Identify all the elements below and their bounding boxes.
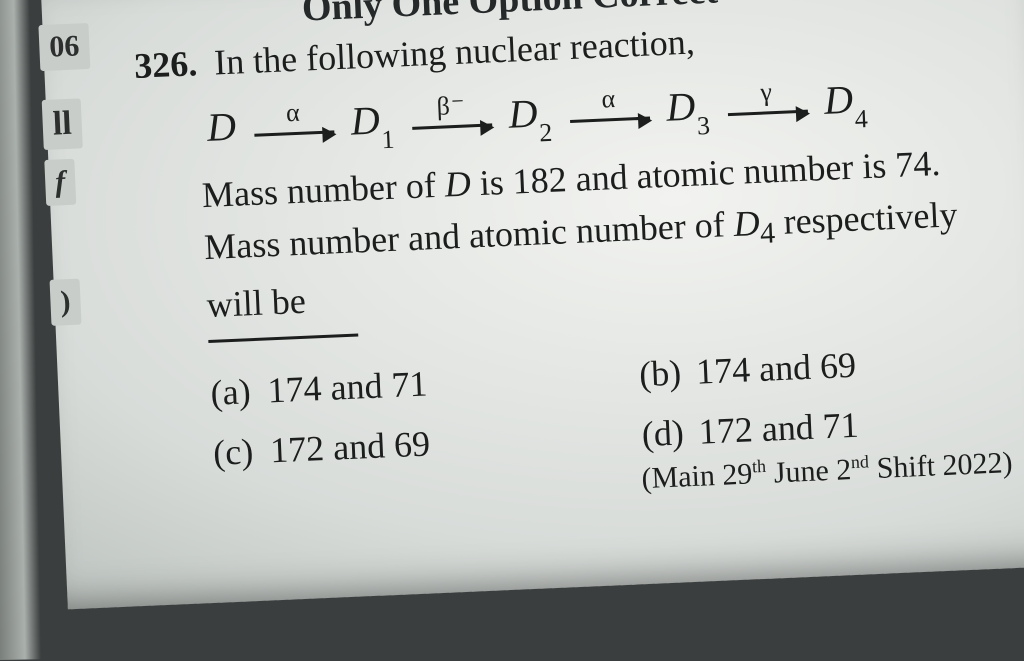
margin-tab-f: f bbox=[44, 159, 76, 206]
arrow-2: β⁻ bbox=[412, 117, 492, 123]
question-body: Mass number of D is 182 and atomic numbe… bbox=[201, 133, 1024, 332]
option-a: (a) 174 and 71 bbox=[210, 355, 600, 414]
question-text-1: In the following nuclear reaction, bbox=[213, 22, 695, 83]
arrow-1: α bbox=[254, 124, 334, 130]
option-d-label: (d) bbox=[641, 411, 691, 455]
option-d-text: 172 and 71 bbox=[698, 404, 860, 451]
term-D1: D1 bbox=[350, 96, 396, 143]
margin-tab-ll: ll bbox=[42, 98, 83, 150]
term-D2: D2 bbox=[508, 89, 554, 136]
question-block: 326. In the following nuclear reaction, … bbox=[133, 4, 1024, 518]
textbook-page: 8) 06 ll f ) …n, Nuclear Fission and Fus… bbox=[40, 0, 1024, 609]
term-D: D bbox=[206, 103, 238, 149]
option-b-text: 174 and 69 bbox=[695, 344, 857, 391]
question-number: 326. bbox=[133, 43, 198, 86]
arrow-4: γ bbox=[727, 104, 807, 110]
option-a-label: (a) bbox=[210, 370, 260, 414]
arrow-3: α bbox=[569, 110, 649, 116]
arrow-2-label: β⁻ bbox=[410, 89, 491, 122]
option-b-label: (b) bbox=[638, 351, 688, 395]
arrow-4-label: γ bbox=[726, 76, 807, 109]
arrow-3-label: α bbox=[568, 82, 649, 115]
option-c-label: (c) bbox=[212, 429, 262, 473]
margin-tab-06: 06 bbox=[38, 23, 90, 71]
option-a-text: 174 and 71 bbox=[267, 363, 429, 410]
page-fold-shadow bbox=[0, 0, 41, 661]
margin-tab-paren: ) bbox=[50, 279, 82, 326]
arrow-1-label: α bbox=[253, 96, 334, 129]
option-c-text: 172 and 69 bbox=[269, 423, 431, 470]
option-b: (b) 174 and 69 bbox=[638, 336, 1024, 395]
term-D4: D4 bbox=[823, 76, 869, 123]
answer-blank bbox=[208, 333, 358, 343]
term-D3: D3 bbox=[665, 83, 711, 130]
